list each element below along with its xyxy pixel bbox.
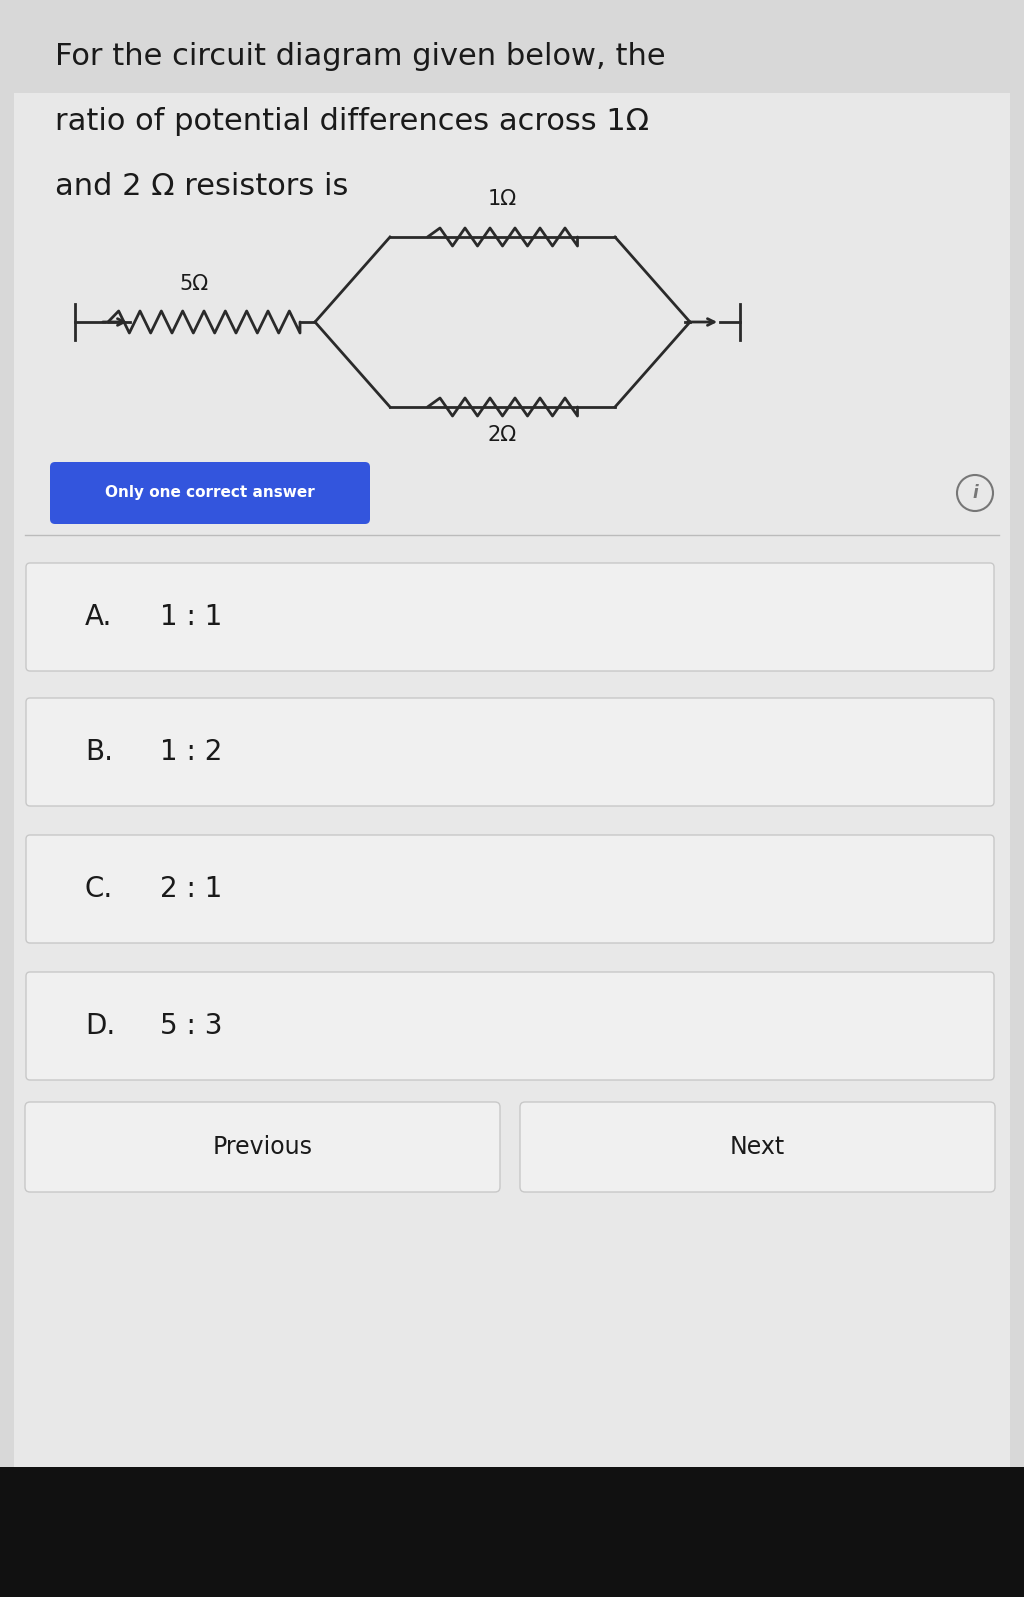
Bar — [0, 1468, 1024, 1597]
FancyBboxPatch shape — [14, 93, 1010, 1583]
FancyBboxPatch shape — [520, 1102, 995, 1191]
Text: i: i — [972, 484, 978, 501]
Text: 1Ω: 1Ω — [488, 188, 517, 209]
FancyBboxPatch shape — [25, 1102, 500, 1191]
Text: 1 : 1: 1 : 1 — [160, 604, 222, 631]
FancyBboxPatch shape — [26, 973, 994, 1080]
Text: 1 : 2: 1 : 2 — [160, 738, 222, 767]
FancyBboxPatch shape — [26, 835, 994, 942]
FancyBboxPatch shape — [26, 564, 994, 671]
Text: 5Ω: 5Ω — [179, 275, 209, 294]
Text: 2Ω: 2Ω — [488, 425, 517, 446]
FancyBboxPatch shape — [50, 462, 370, 524]
Text: Next: Next — [730, 1135, 785, 1159]
Text: B.: B. — [85, 738, 113, 767]
Text: C.: C. — [85, 875, 114, 902]
FancyBboxPatch shape — [26, 698, 994, 806]
Text: ratio of potential differences across 1Ω: ratio of potential differences across 1Ω — [55, 107, 649, 136]
Text: Previous: Previous — [213, 1135, 312, 1159]
Text: and 2 Ω resistors is: and 2 Ω resistors is — [55, 172, 348, 201]
Text: 2 : 1: 2 : 1 — [160, 875, 222, 902]
Text: For the circuit diagram given below, the: For the circuit diagram given below, the — [55, 42, 666, 70]
Text: D.: D. — [85, 1012, 116, 1040]
Text: A.: A. — [85, 604, 113, 631]
Text: 5 : 3: 5 : 3 — [160, 1012, 222, 1040]
Text: Only one correct answer: Only one correct answer — [105, 485, 314, 500]
